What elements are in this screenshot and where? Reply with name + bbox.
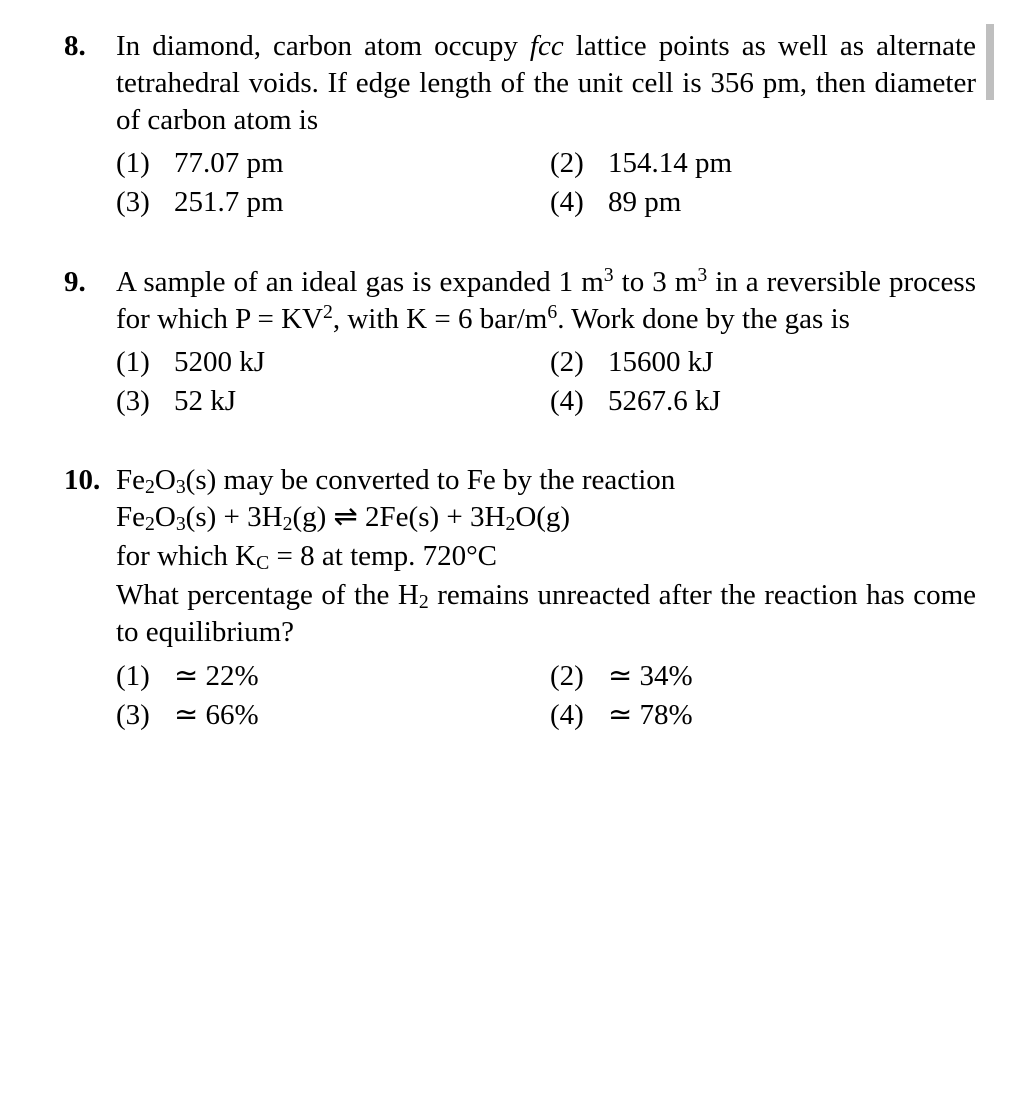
question-stem: In diamond, carbon atom occupy fcc latti… — [116, 28, 976, 139]
option-label: (4) — [550, 383, 608, 420]
option-text: ≃ 34% — [608, 658, 693, 695]
scroll-indicator — [986, 24, 994, 100]
question: 8.In diamond, carbon atom occupy fcc lat… — [64, 28, 976, 222]
question-list: 8.In diamond, carbon atom occupy fcc lat… — [64, 28, 976, 734]
option-label: (4) — [550, 184, 608, 221]
options-grid: (1)77.07 pm(2)154.14 pm(3)251.7 pm(4)89 … — [116, 145, 976, 221]
option[interactable]: (2)≃ 34% — [550, 658, 976, 695]
option-text: ≃ 22% — [174, 658, 259, 695]
option[interactable]: (4)5267.6 kJ — [550, 383, 976, 420]
option[interactable]: (3)251.7 pm — [116, 184, 542, 221]
option-text: ≃ 78% — [608, 697, 693, 734]
question: 10.Fe2O3(s) may be converted to Fe by th… — [64, 462, 976, 734]
option-text: ≃ 66% — [174, 697, 259, 734]
option[interactable]: (2)15600 kJ — [550, 344, 976, 381]
option-label: (2) — [550, 145, 608, 182]
option-label: (1) — [116, 658, 174, 695]
option-label: (2) — [550, 344, 608, 381]
option-label: (3) — [116, 184, 174, 221]
question-body: In diamond, carbon atom occupy fcc latti… — [116, 28, 976, 222]
option[interactable]: (3)52 kJ — [116, 383, 542, 420]
option-label: (1) — [116, 344, 174, 381]
question-number: 9. — [64, 264, 116, 420]
option-text: 52 kJ — [174, 383, 236, 420]
option-label: (4) — [550, 697, 608, 734]
option-text: 77.07 pm — [174, 145, 284, 182]
option-text: 154.14 pm — [608, 145, 732, 182]
option-label: (2) — [550, 658, 608, 695]
options-grid: (1)≃ 22%(2)≃ 34%(3)≃ 66%(4)≃ 78% — [116, 658, 976, 734]
question-number: 10. — [64, 462, 116, 734]
option[interactable]: (3)≃ 66% — [116, 697, 542, 734]
option-text: 5200 kJ — [174, 344, 265, 381]
option[interactable]: (1)≃ 22% — [116, 658, 542, 695]
option-label: (1) — [116, 145, 174, 182]
option[interactable]: (1)5200 kJ — [116, 344, 542, 381]
question-number: 8. — [64, 28, 116, 222]
option-label: (3) — [116, 697, 174, 734]
question: 9.A sample of an ideal gas is expanded 1… — [64, 264, 976, 420]
option[interactable]: (4)≃ 78% — [550, 697, 976, 734]
option-text: 89 pm — [608, 184, 681, 221]
question-body: Fe2O3(s) may be converted to Fe by the r… — [116, 462, 976, 734]
options-grid: (1)5200 kJ(2)15600 kJ(3)52 kJ(4)5267.6 k… — [116, 344, 976, 420]
option[interactable]: (2)154.14 pm — [550, 145, 976, 182]
option-text: 5267.6 kJ — [608, 383, 721, 420]
option[interactable]: (4)89 pm — [550, 184, 976, 221]
option-label: (3) — [116, 383, 174, 420]
option[interactable]: (1)77.07 pm — [116, 145, 542, 182]
option-text: 15600 kJ — [608, 344, 714, 381]
question-stem: A sample of an ideal gas is expanded 1 m… — [116, 264, 976, 338]
option-text: 251.7 pm — [174, 184, 284, 221]
question-stem: Fe2O3(s) may be converted to Fe by the r… — [116, 462, 976, 652]
question-body: A sample of an ideal gas is expanded 1 m… — [116, 264, 976, 420]
